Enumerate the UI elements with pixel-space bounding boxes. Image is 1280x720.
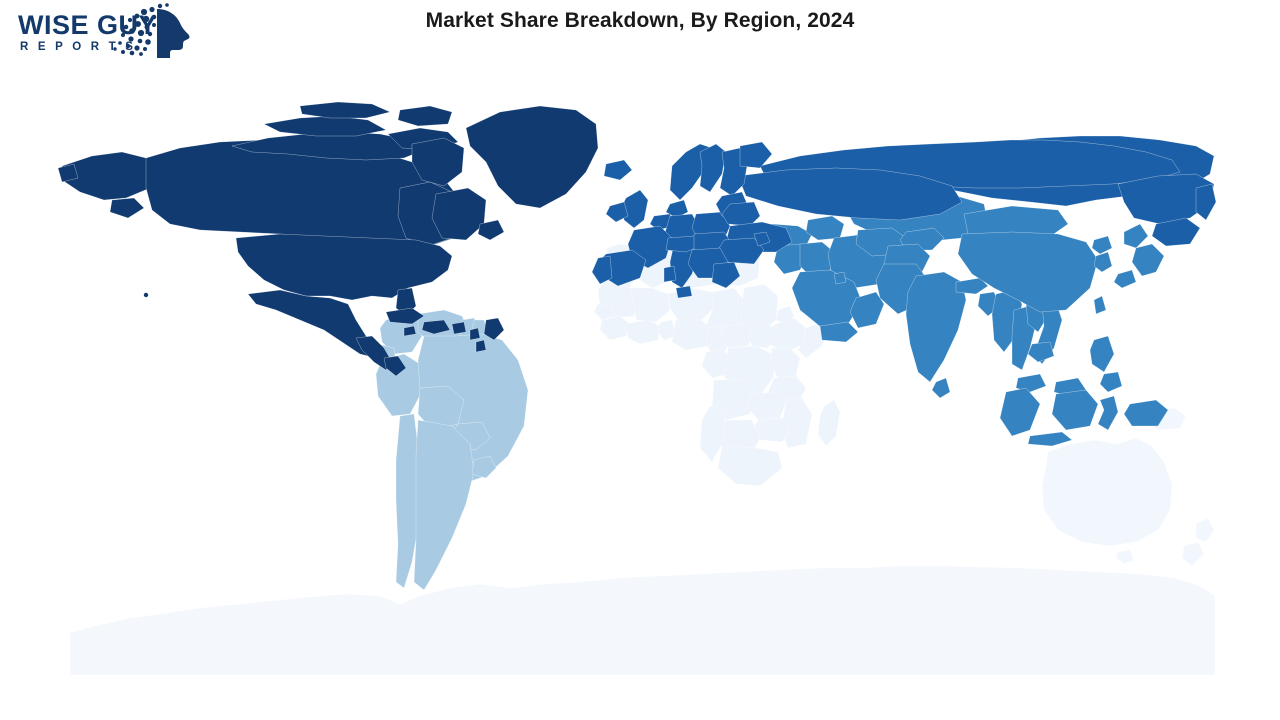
region-oceania: [1042, 408, 1214, 566]
region-europe: [592, 136, 1216, 298]
logo-wordmark: WISE GUY R E P O R T S: [18, 10, 157, 53]
region-antarctica: [70, 566, 1215, 675]
page-title: Market Share Breakdown, By Region, 2024: [425, 9, 855, 32]
region-south-america: [372, 310, 528, 590]
svg-text:R E P O R T S: R E P O R T S: [20, 41, 136, 53]
region-north-america: [58, 102, 598, 376]
brain-head-icon: [113, 3, 190, 58]
region-asia-pacific: [738, 190, 1168, 446]
world-map-container: [0, 48, 1280, 720]
svg-text:WISE GUY: WISE GUY: [18, 10, 157, 40]
region-africa: [594, 238, 840, 486]
wise-guy-reports-logo: WISE GUY R E P O R T S: [10, 2, 198, 58]
choropleth-world-map: [0, 48, 1280, 720]
